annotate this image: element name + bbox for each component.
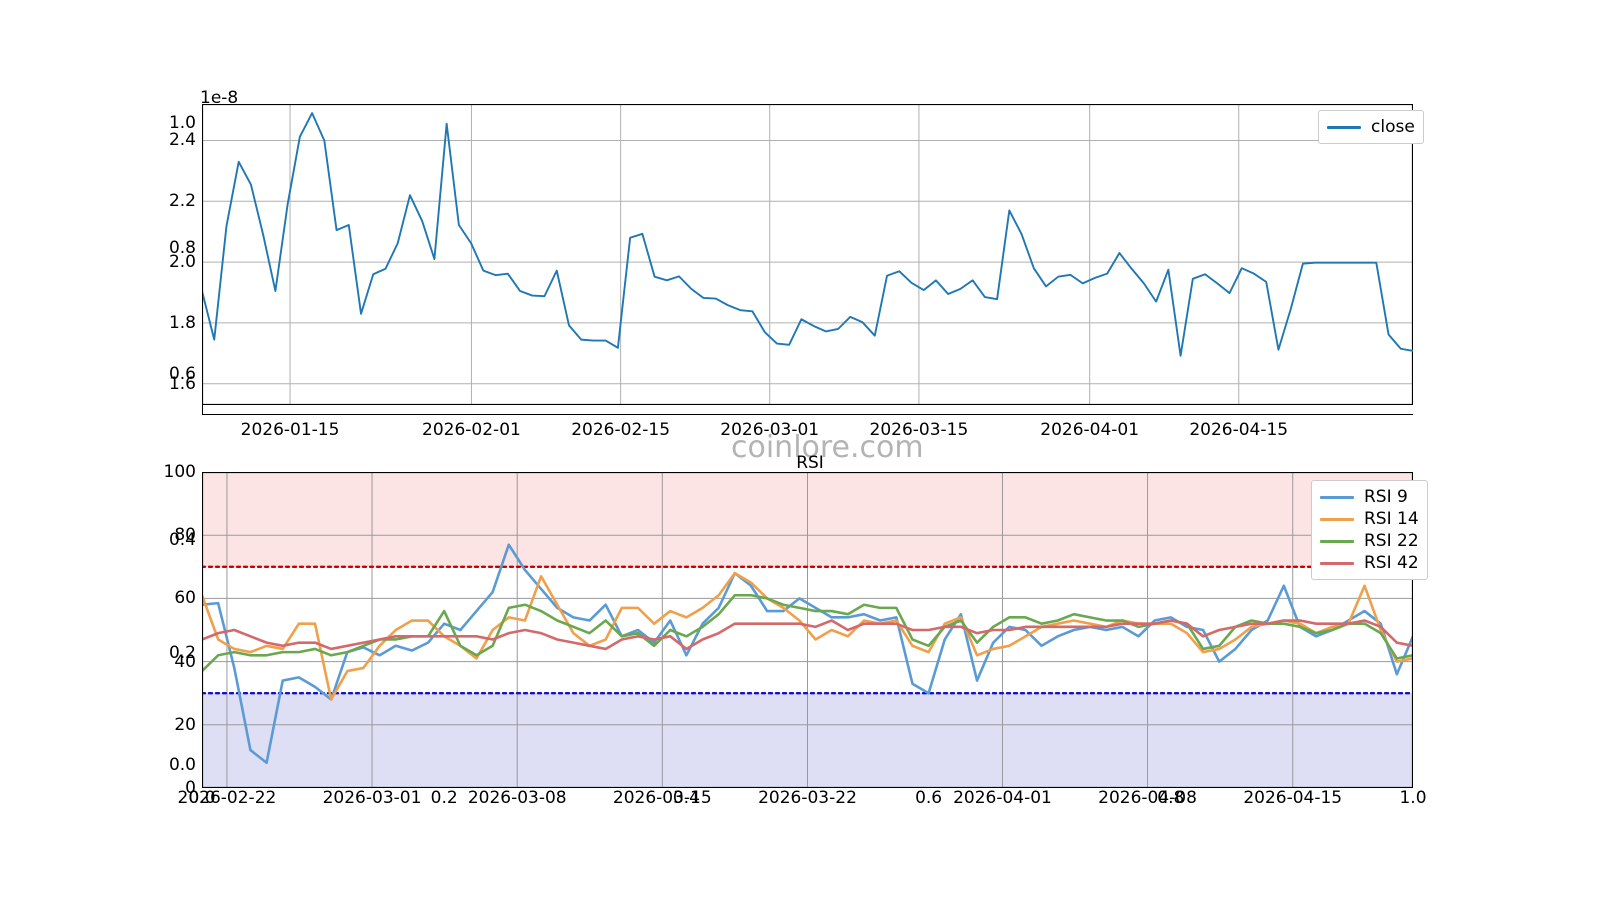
- rsi-ytick-secondary-0.0: 0.0: [168, 755, 196, 776]
- price-series-close: [202, 112, 1413, 357]
- rsi-xtick-secondary-0.0: 0.0: [188, 788, 216, 808]
- price-xtick-2026-01-15: 2026-01-15: [240, 420, 340, 440]
- legend-swatch-rsi-9: [1320, 495, 1354, 499]
- rsi-xtick-secondary-1.0: 1.0: [1399, 788, 1427, 808]
- price-ytick-secondary-2: 0.6: [168, 363, 196, 384]
- price-xtick-2026-04-01: 2026-04-01: [1040, 420, 1140, 440]
- legend-label-rsi-22: RSI 22: [1364, 531, 1419, 551]
- rsi-xtick-2026-03-08: 2026-03-08: [467, 788, 567, 808]
- price-y-offset-label: 1e-8: [200, 88, 239, 108]
- price-axis-spine: [202, 414, 1413, 415]
- rsi-ytick-20: 20: [174, 714, 196, 735]
- rsi-xtick-2026-03-22: 2026-03-22: [758, 788, 857, 808]
- rsi-legend[interactable]: RSI 9 RSI 14 RSI 22 RSI 42: [1311, 480, 1428, 580]
- legend-label-close: close: [1371, 117, 1415, 137]
- legend-label-rsi-14: RSI 14: [1364, 509, 1419, 529]
- legend-label-rsi-42: RSI 42: [1364, 553, 1419, 573]
- legend-item-rsi-9[interactable]: RSI 9: [1320, 486, 1419, 508]
- price-ytick-secondary-0: 1.0: [168, 112, 196, 133]
- price-ytick-2.4: 2.4: [168, 130, 196, 151]
- rsi-ytick-secondary-0.2: 0.2: [168, 642, 196, 663]
- price-ytick-2.2: 2.2: [168, 191, 196, 212]
- rsi-xtick-2026-04-01: 2026-04-01: [953, 788, 1052, 808]
- price-xtick-2026-02-01: 2026-02-01: [422, 420, 521, 440]
- price-xtick-2026-02-15: 2026-02-15: [571, 420, 671, 440]
- price-ytick-1.6: 1.6: [168, 373, 196, 394]
- legend-swatch-rsi-22: [1320, 539, 1354, 543]
- rsi-ytick-60: 60: [174, 588, 196, 609]
- legend-item-rsi-42[interactable]: RSI 42: [1320, 552, 1419, 574]
- legend-swatch-rsi-14: [1320, 517, 1354, 521]
- rsi-xtick-secondary-0.4: 0.4: [672, 788, 700, 808]
- rsi-plot-border: [202, 472, 1413, 788]
- rsi-series-rsi-9: [202, 543, 1413, 765]
- rsi-xtick-2026-03-15: 2026-03-15: [612, 788, 712, 808]
- legend-swatch-rsi-42: [1320, 561, 1354, 565]
- legend-item-rsi-14[interactable]: RSI 14: [1320, 508, 1419, 530]
- price-xtick-2026-03-15: 2026-03-15: [869, 420, 969, 440]
- rsi-ytick-0: 0: [185, 778, 196, 798]
- price-ytick-1.8: 1.8: [168, 312, 196, 333]
- rsi-plot-area: [202, 472, 1413, 788]
- rsi-ytick-100: 100: [163, 462, 196, 482]
- price-xtick-2026-03-01: 2026-03-01: [720, 420, 820, 440]
- rsi-ytick-secondary-0.4: 0.4: [168, 529, 196, 550]
- rsi-series-rsi-14: [202, 571, 1413, 701]
- rsi-title: RSI: [796, 453, 824, 473]
- rsi-xtick-secondary-0.8: 0.8: [1157, 788, 1185, 808]
- rsi-series-rsi-42: [202, 619, 1413, 651]
- price-legend[interactable]: close: [1318, 110, 1424, 144]
- rsi-ytick-80: 80: [174, 525, 196, 546]
- rsi-xtick-2026-03-01: 2026-03-01: [322, 788, 422, 808]
- watermark: coinlore.com: [731, 430, 924, 465]
- legend-label-rsi-9: RSI 9: [1364, 487, 1408, 507]
- rsi-series-rsi-22: [202, 593, 1413, 673]
- legend-item-close[interactable]: close: [1327, 116, 1415, 138]
- price-xtick-2026-04-15: 2026-04-15: [1189, 420, 1289, 440]
- rsi-xtick-2026-04-15: 2026-04-15: [1243, 788, 1343, 808]
- rsi-xtick-2026-02-22: 2026-02-22: [177, 788, 277, 808]
- legend-item-rsi-22[interactable]: RSI 22: [1320, 530, 1419, 552]
- legend-swatch-close: [1327, 125, 1361, 129]
- price-ytick-secondary-1: 0.8: [168, 238, 196, 259]
- rsi-ytick-40: 40: [174, 651, 196, 672]
- rsi-xtick-2026-04-08: 2026-04-08: [1098, 788, 1197, 808]
- price-ytick-2.0: 2.0: [168, 252, 196, 273]
- rsi-xtick-secondary-0.2: 0.2: [430, 788, 458, 808]
- rsi-xtick-secondary-0.6: 0.6: [915, 788, 943, 808]
- price-axis-spine-left: [202, 104, 203, 415]
